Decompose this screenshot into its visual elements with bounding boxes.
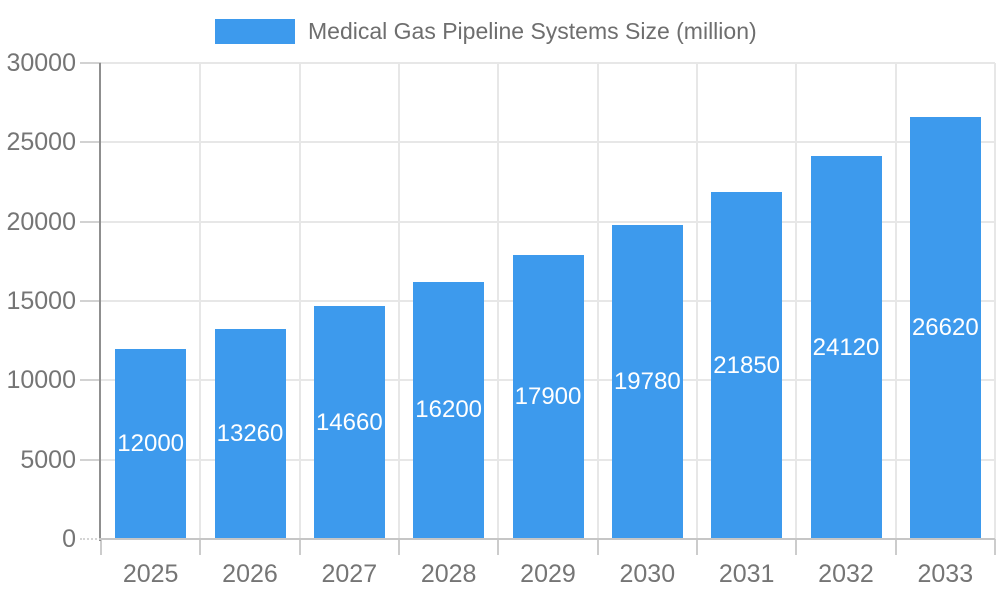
bar-value-2029: 17900 <box>514 382 582 410</box>
bar-2028[interactable] <box>413 281 485 539</box>
bar-2029[interactable] <box>512 254 584 539</box>
x-axis-label-2026: 2026 <box>222 560 278 588</box>
gridline-x-7 <box>795 63 798 539</box>
y-axis-tick-10000 <box>80 379 101 382</box>
bar-2030[interactable] <box>611 225 683 539</box>
gridline-x-1 <box>199 63 202 539</box>
y-axis-label-25000: 25000 <box>6 128 76 157</box>
x-axis-label-2028: 2028 <box>420 560 477 588</box>
x-axis-line <box>99 538 995 540</box>
y-axis-label-0: 0 <box>62 525 76 553</box>
y-axis-tick-15000 <box>80 300 101 302</box>
x-axis-tick-4 <box>497 539 500 555</box>
legend-label: Medical Gas Pipeline Systems Size (milli… <box>308 18 757 44</box>
y-axis-label-30000: 30000 <box>6 49 76 77</box>
y-axis-tick-25000 <box>80 141 101 144</box>
y-axis-tick-5000 <box>80 458 101 461</box>
gridline-y-30000 <box>101 62 995 64</box>
x-axis-label-2030: 2030 <box>619 560 676 588</box>
bar-value-2025: 12000 <box>117 429 185 457</box>
bar-value-2033: 26620 <box>911 313 979 341</box>
x-axis-label-2025: 2025 <box>122 560 179 588</box>
bar-2027[interactable] <box>313 306 385 539</box>
y-axis-label-20000: 20000 <box>6 207 76 236</box>
bar-value-2031: 21850 <box>713 351 781 379</box>
gridline-x-8 <box>894 63 897 539</box>
x-axis-label-2027: 2027 <box>321 560 378 588</box>
legend-item[interactable]: Medical Gas Pipeline Systems Size (milli… <box>215 18 757 45</box>
bar-value-2030: 19780 <box>613 368 681 396</box>
x-axis-label-2032: 2032 <box>818 560 874 588</box>
x-axis-label-2033: 2033 <box>917 560 974 588</box>
x-axis-label-2029: 2029 <box>520 560 576 588</box>
x-axis-tick-5 <box>596 539 599 555</box>
y-axis-line <box>99 63 101 541</box>
gridline-x-6 <box>696 63 698 539</box>
x-axis-tick-7 <box>795 539 798 555</box>
gridline-y-20000 <box>101 220 995 223</box>
gridline-x-3 <box>398 63 400 539</box>
gridline-x-2 <box>298 63 301 539</box>
y-axis-label-15000: 15000 <box>6 287 76 315</box>
gridline-x-4 <box>497 63 500 539</box>
y-axis-label-5000: 5000 <box>20 445 76 474</box>
bar-value-2028: 16200 <box>415 396 483 424</box>
gridline-y-25000 <box>101 141 995 144</box>
bar-value-2026: 13260 <box>216 419 284 447</box>
bar-2033[interactable] <box>909 116 981 539</box>
x-axis-tick-1 <box>199 539 202 555</box>
y-axis-tick-0 <box>80 538 101 540</box>
gridline-x-9 <box>994 63 996 539</box>
bar-value-2032: 24120 <box>812 333 880 361</box>
x-axis-tick-3 <box>398 539 400 555</box>
x-axis-tick-8 <box>894 539 897 555</box>
x-axis-tick-6 <box>696 539 698 555</box>
x-axis-tick-9 <box>994 539 996 555</box>
bar-value-2027: 14660 <box>315 408 383 436</box>
legend-swatch-icon <box>215 19 295 44</box>
bar-2031[interactable] <box>711 192 783 539</box>
x-axis-tick-2 <box>298 539 301 555</box>
x-axis-tick-0 <box>100 539 102 555</box>
gridline-x-5 <box>596 63 599 539</box>
x-axis-label-2031: 2031 <box>718 560 775 588</box>
bar-2026[interactable] <box>214 328 286 539</box>
y-axis-label-10000: 10000 <box>6 366 76 395</box>
y-axis-tick-20000 <box>80 220 101 223</box>
y-axis-tick-30000 <box>80 62 101 64</box>
bar-2025[interactable] <box>115 348 187 539</box>
bar-2032[interactable] <box>810 156 882 539</box>
